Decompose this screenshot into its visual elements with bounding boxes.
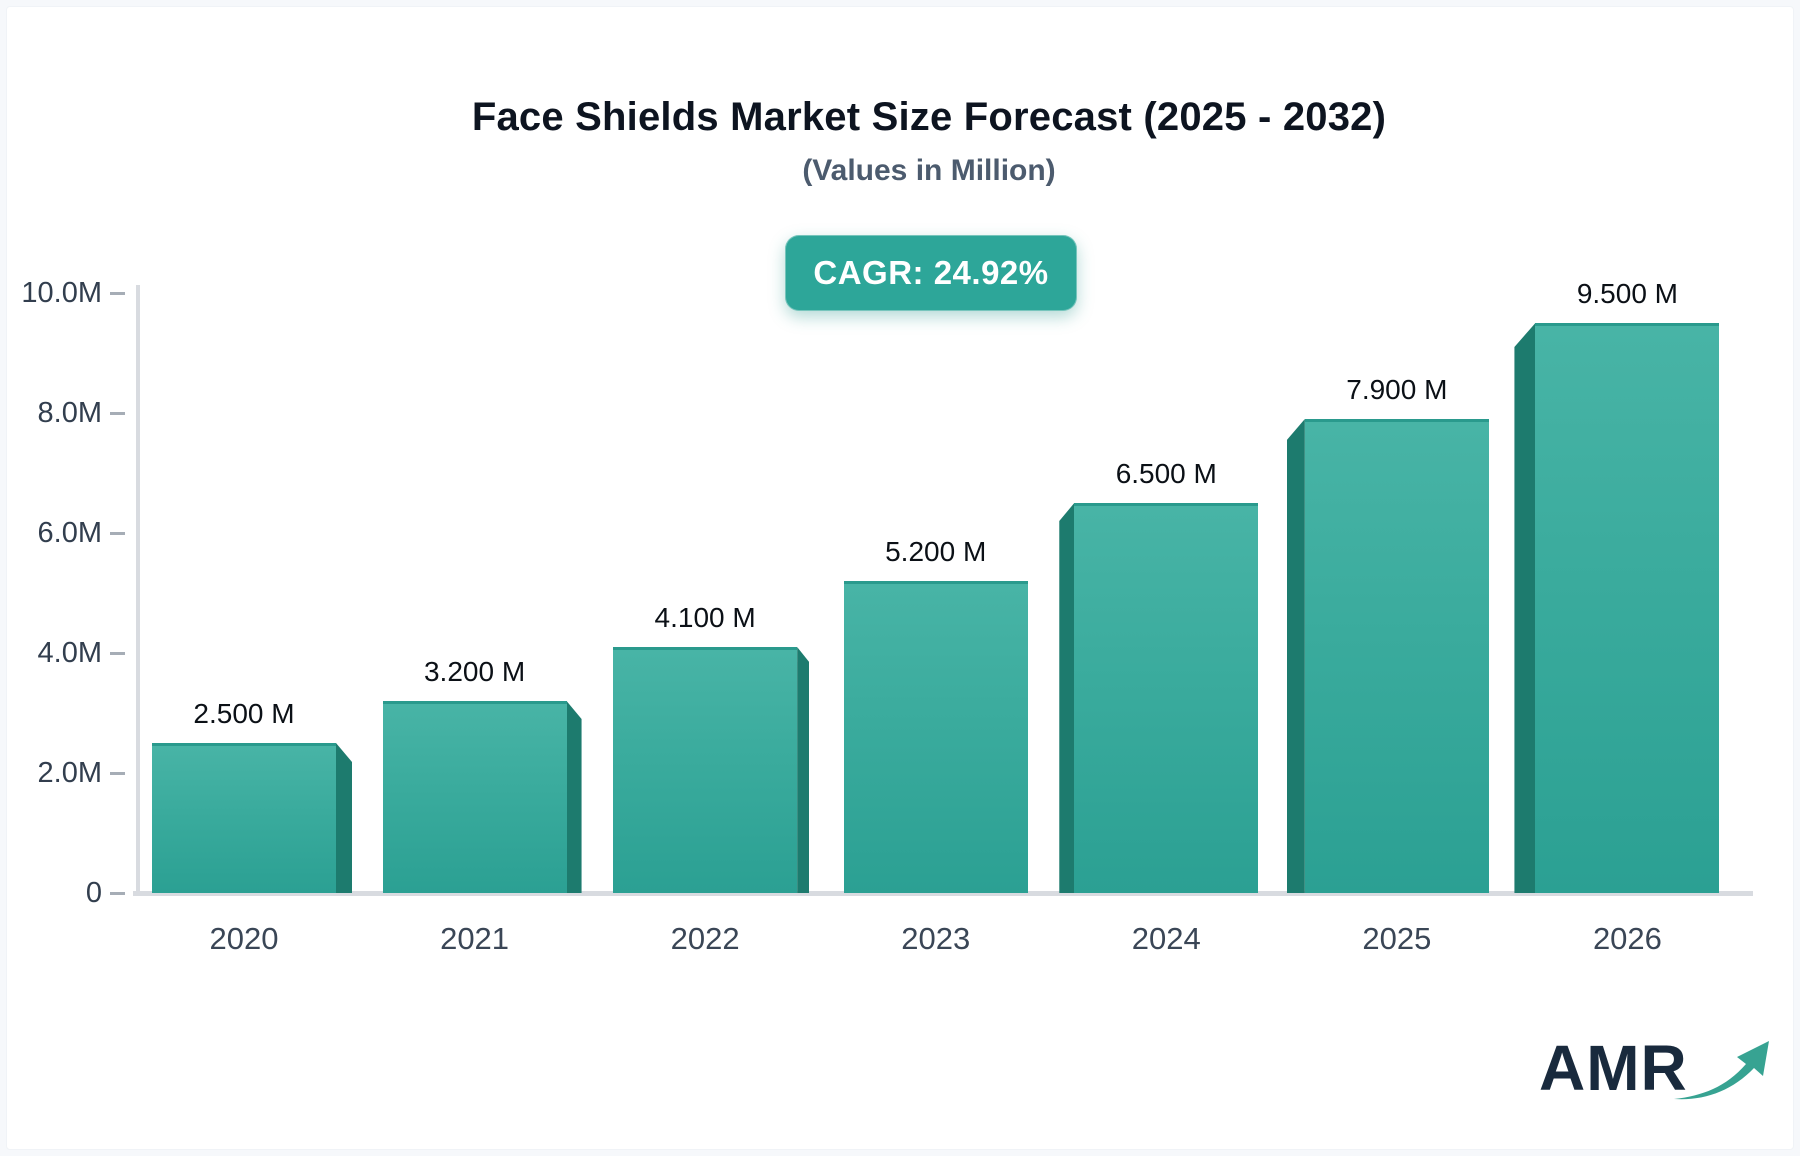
y-axis-tick bbox=[110, 892, 125, 895]
x-axis-label-2024: 2024 bbox=[1131, 921, 1201, 956]
cagr-badge-label: CAGR: 24.92% bbox=[813, 254, 1049, 291]
amr-logo: AMR bbox=[1539, 1033, 1776, 1107]
cagr-badge: CAGR: 24.92% bbox=[785, 235, 1077, 311]
bar-side-face bbox=[566, 701, 582, 893]
bar-2021 bbox=[382, 701, 567, 893]
bar-2026 bbox=[1535, 323, 1720, 893]
bar-2024 bbox=[1074, 503, 1259, 893]
y-axis-tick bbox=[110, 292, 125, 295]
bar-value-label: 3.200 M bbox=[423, 656, 526, 687]
x-axis-label-2025: 2025 bbox=[1362, 921, 1432, 956]
bar-side-face bbox=[1514, 323, 1536, 893]
x-axis-label-2022: 2022 bbox=[670, 921, 740, 956]
x-axis-label-2023: 2023 bbox=[901, 921, 971, 956]
y-axis-tick-label: 6.0M bbox=[37, 517, 102, 549]
bar-value-label: 2.500 M bbox=[193, 698, 295, 729]
bar-2022 bbox=[613, 647, 798, 893]
chart-title: Face Shields Market Size Forecast (2025 … bbox=[471, 95, 1387, 139]
plot-area: 10.0M 8.0M 6.0M 4.0M 2.0M 0 2.500 M 3.200 M 4.1… bbox=[21, 277, 1753, 956]
bar-2025 bbox=[1304, 419, 1489, 893]
x-axis-label-2020: 2020 bbox=[209, 921, 279, 956]
bar-side-face bbox=[1286, 419, 1305, 893]
growth-arrow-icon bbox=[1673, 1041, 1769, 1100]
bar-value-label: 5.200 M bbox=[885, 536, 987, 567]
y-axis-tick bbox=[110, 532, 125, 535]
y-axis-tick-label: 4.0M bbox=[37, 637, 102, 669]
bar-2020 bbox=[152, 743, 336, 893]
bar-side-face bbox=[797, 647, 810, 893]
y-axis-tick-label: 0 bbox=[85, 877, 102, 909]
chart-header: Face Shields Market Size Forecast (2025 … bbox=[51, 95, 1800, 188]
y-axis-tick-label: 8.0M bbox=[37, 397, 102, 429]
x-axis-label-2021: 2021 bbox=[440, 921, 510, 956]
y-axis-tick bbox=[110, 772, 125, 775]
bar-2023 bbox=[843, 581, 1028, 893]
x-axis-label-2026: 2026 bbox=[1592, 921, 1662, 956]
chart-card: Face Shields Market Size Forecast (2025 … bbox=[6, 6, 1794, 1150]
y-axis-line bbox=[136, 285, 140, 895]
bar-side-face bbox=[336, 743, 352, 893]
x-axis-line bbox=[133, 891, 1753, 896]
y-axis-tick bbox=[110, 652, 125, 655]
bar-side-face bbox=[1059, 503, 1075, 893]
y-axis-tick-label: 2.0M bbox=[37, 757, 102, 789]
y-axis-tick bbox=[110, 412, 125, 415]
bar-value-label: 6.500 M bbox=[1115, 458, 1217, 489]
chart-subtitle: (Values in Million) bbox=[802, 154, 1056, 187]
bar-value-label: 9.500 M bbox=[1576, 278, 1678, 309]
bar-value-label: 7.900 M bbox=[1346, 374, 1448, 405]
amr-logo-text: AMR bbox=[1539, 1032, 1688, 1104]
bar-value-label: 4.100 M bbox=[654, 602, 756, 633]
y-axis-tick-label: 10.0M bbox=[21, 277, 102, 309]
